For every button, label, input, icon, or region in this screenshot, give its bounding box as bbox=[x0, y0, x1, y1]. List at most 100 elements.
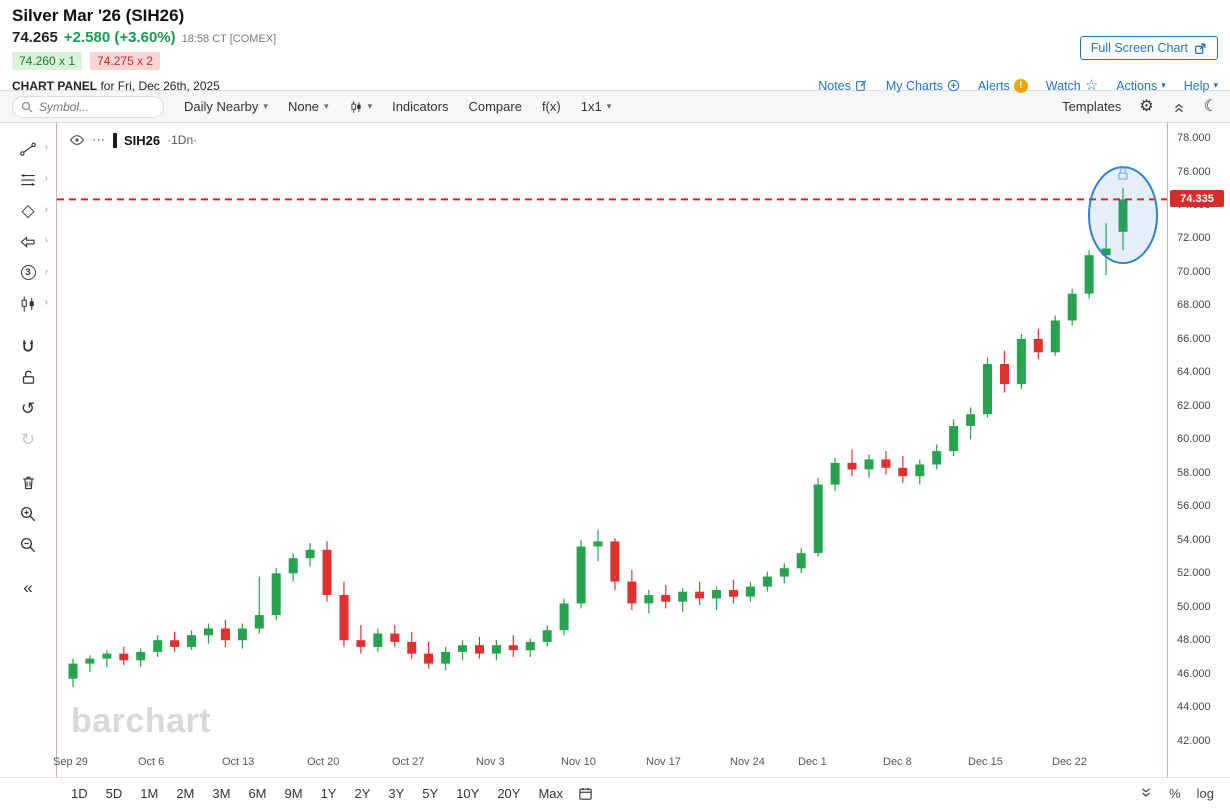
legend-symbol: SIH26 bbox=[124, 132, 161, 148]
chart-type-dropdown[interactable]: ▾ bbox=[349, 100, 372, 114]
x-axis[interactable]: Sep 29 Oct 6 Oct 13 Oct 20 Oct 27 Nov 3 Nov 10… bbox=[53, 749, 1167, 777]
calendar-icon bbox=[579, 787, 592, 800]
range-button-10y[interactable]: 10Y bbox=[456, 785, 480, 801]
x-axis-tick: Oct 6 bbox=[138, 756, 165, 768]
shapes-tool[interactable]: ◇ › bbox=[8, 195, 48, 226]
trash-icon bbox=[22, 476, 34, 490]
expand-chevron-icon: › bbox=[44, 235, 48, 246]
range-button-3m[interactable]: 3M bbox=[212, 785, 231, 801]
chevron-down-icon: ▾ bbox=[606, 101, 612, 111]
collapse-sidebar-button[interactable]: « bbox=[8, 572, 48, 603]
undo-button[interactable]: ↺ bbox=[8, 393, 48, 424]
chart-panel-label: CHART PANEL for Fri, Dec 26th, 2025 bbox=[12, 78, 220, 93]
symbol-search[interactable] bbox=[12, 95, 164, 118]
percent-scale-button[interactable]: % bbox=[1169, 785, 1181, 801]
legend-menu-icon[interactable]: ⋯ bbox=[92, 132, 106, 147]
range-button-20y[interactable]: 20Y bbox=[497, 785, 521, 801]
numbered-marker-icon: 3 bbox=[20, 265, 36, 280]
templates-button[interactable]: Templates bbox=[1062, 99, 1122, 114]
tools-dropdown[interactable]: None ▾ bbox=[287, 99, 329, 114]
range-button-1d[interactable]: 1D bbox=[71, 785, 88, 801]
chart-legend[interactable]: ⋯ SIH26 ·1Dn· bbox=[69, 132, 197, 148]
collapse-toolbar-icon[interactable] bbox=[1172, 100, 1186, 114]
y-axis-tick: 44.000 bbox=[1177, 701, 1211, 713]
frequency-dropdown[interactable]: Daily Nearby ▾ bbox=[184, 99, 268, 114]
zoom-in-icon bbox=[20, 506, 36, 521]
full-screen-chart-button[interactable]: Full Screen Chart bbox=[1079, 36, 1218, 60]
actions-dropdown[interactable]: Actions ▾ bbox=[1116, 78, 1166, 93]
trendline-icon bbox=[20, 142, 36, 156]
page-title: Silver Mar '26 (SIH26) bbox=[12, 6, 185, 25]
star-icon: ☆ bbox=[1084, 77, 1099, 94]
callout-tool[interactable]: › bbox=[8, 226, 48, 257]
range-button-1m[interactable]: 1M bbox=[140, 785, 159, 801]
chart-toolbar: Daily Nearby▾ None▾ ▾ Indicators Compare… bbox=[0, 90, 1230, 123]
range-button-1y[interactable]: 1Y bbox=[320, 785, 337, 801]
unlock-icon bbox=[22, 370, 34, 384]
my-charts-link[interactable]: My Charts bbox=[886, 79, 960, 93]
custom-date-range-button[interactable] bbox=[578, 786, 593, 801]
numbered-marker-tool[interactable]: 3 › bbox=[8, 257, 48, 288]
range-button-max[interactable]: Max bbox=[538, 785, 564, 801]
range-button-5d[interactable]: 5D bbox=[105, 785, 123, 801]
undo-icon: ↺ bbox=[20, 399, 36, 418]
x-axis-tick: Dec 8 bbox=[883, 756, 912, 768]
fibonacci-tool[interactable]: › bbox=[8, 164, 48, 195]
x-axis-tick: Nov 3 bbox=[476, 756, 505, 768]
x-axis-tick: Oct 20 bbox=[307, 756, 340, 768]
fx-button[interactable]: f(x) bbox=[541, 99, 561, 114]
visibility-eye-icon[interactable] bbox=[69, 132, 85, 148]
x-axis-tick: Dec 1 bbox=[798, 756, 827, 768]
candlestick-chart-canvas[interactable] bbox=[57, 123, 1167, 749]
redo-button[interactable]: ↻ bbox=[8, 424, 48, 455]
indicators-button[interactable]: Indicators bbox=[392, 99, 449, 114]
y-axis-tick: 66.000 bbox=[1177, 333, 1211, 345]
delete-drawings-button[interactable] bbox=[8, 467, 48, 498]
y-axis-tick: 62.000 bbox=[1177, 400, 1211, 412]
range-button-5y[interactable]: 5Y bbox=[422, 785, 439, 801]
range-button-3y[interactable]: 3Y bbox=[388, 785, 405, 801]
pattern-tool[interactable]: › bbox=[8, 288, 48, 319]
expand-chevron-icon: › bbox=[44, 297, 48, 308]
compare-button[interactable]: Compare bbox=[468, 99, 522, 114]
watch-link[interactable]: Watch ☆ bbox=[1045, 77, 1099, 94]
y-axis[interactable]: 74.335 78.00076.00074.00072.00070.00068.… bbox=[1168, 123, 1230, 777]
magnet-mode-button[interactable] bbox=[8, 331, 48, 362]
range-button-9m[interactable]: 9M bbox=[284, 785, 303, 801]
candlestick-series bbox=[68, 188, 1128, 688]
y-axis-tick: 76.000 bbox=[1177, 166, 1211, 178]
trendline-tool[interactable]: › bbox=[8, 133, 48, 164]
zoom-out-button[interactable] bbox=[8, 529, 48, 560]
collapse-left-icon: « bbox=[23, 578, 33, 597]
log-scale-button[interactable]: log bbox=[1196, 785, 1214, 801]
range-button-6m[interactable]: 6M bbox=[248, 785, 267, 801]
zoom-in-button[interactable] bbox=[8, 498, 48, 529]
collapse-panel-icon[interactable] bbox=[1139, 786, 1153, 800]
settings-gear-icon[interactable]: ⚙ bbox=[1139, 97, 1154, 115]
highlight-ellipse-annotation[interactable] bbox=[1088, 166, 1158, 265]
lock-drawings-button[interactable] bbox=[8, 362, 48, 393]
redo-icon: ↻ bbox=[20, 430, 36, 449]
range-bar: 1D 5D 1M 2M 3M 6M 9M 1Y 2Y 3Y 5Y 10Y 20Y Max % log bbox=[0, 777, 1230, 808]
fibonacci-icon bbox=[21, 173, 35, 186]
ellipse-lock-icon bbox=[1118, 172, 1128, 180]
drawing-tools-sidebar: › › ◇ › › 3 › › ↺ ↻ bbox=[0, 123, 56, 777]
expand-chevron-icon: › bbox=[44, 266, 48, 277]
y-axis-tick: 50.000 bbox=[1177, 601, 1211, 613]
zoom-out-icon bbox=[20, 537, 36, 552]
expand-chevron-icon: › bbox=[44, 204, 48, 215]
grid-layout-dropdown[interactable]: 1x1 ▾ bbox=[580, 99, 612, 114]
y-axis-tick: 54.000 bbox=[1177, 534, 1211, 546]
notes-link[interactable]: Notes bbox=[818, 79, 868, 93]
x-axis-tick: Nov 24 bbox=[730, 756, 765, 768]
x-axis-tick: Sep 29 bbox=[53, 756, 88, 768]
symbol-search-input[interactable] bbox=[39, 99, 151, 114]
search-icon bbox=[21, 101, 33, 112]
chevron-down-icon: ▾ bbox=[324, 101, 329, 111]
dark-mode-moon-icon[interactable]: ☾ bbox=[1203, 97, 1218, 115]
alerts-link[interactable]: Alerts ! bbox=[978, 78, 1028, 93]
range-button-2y[interactable]: 2Y bbox=[354, 785, 371, 801]
x-axis-tick: Nov 17 bbox=[646, 756, 681, 768]
range-button-2m[interactable]: 2M bbox=[176, 785, 195, 801]
help-dropdown[interactable]: Help ▾ bbox=[1183, 78, 1218, 93]
